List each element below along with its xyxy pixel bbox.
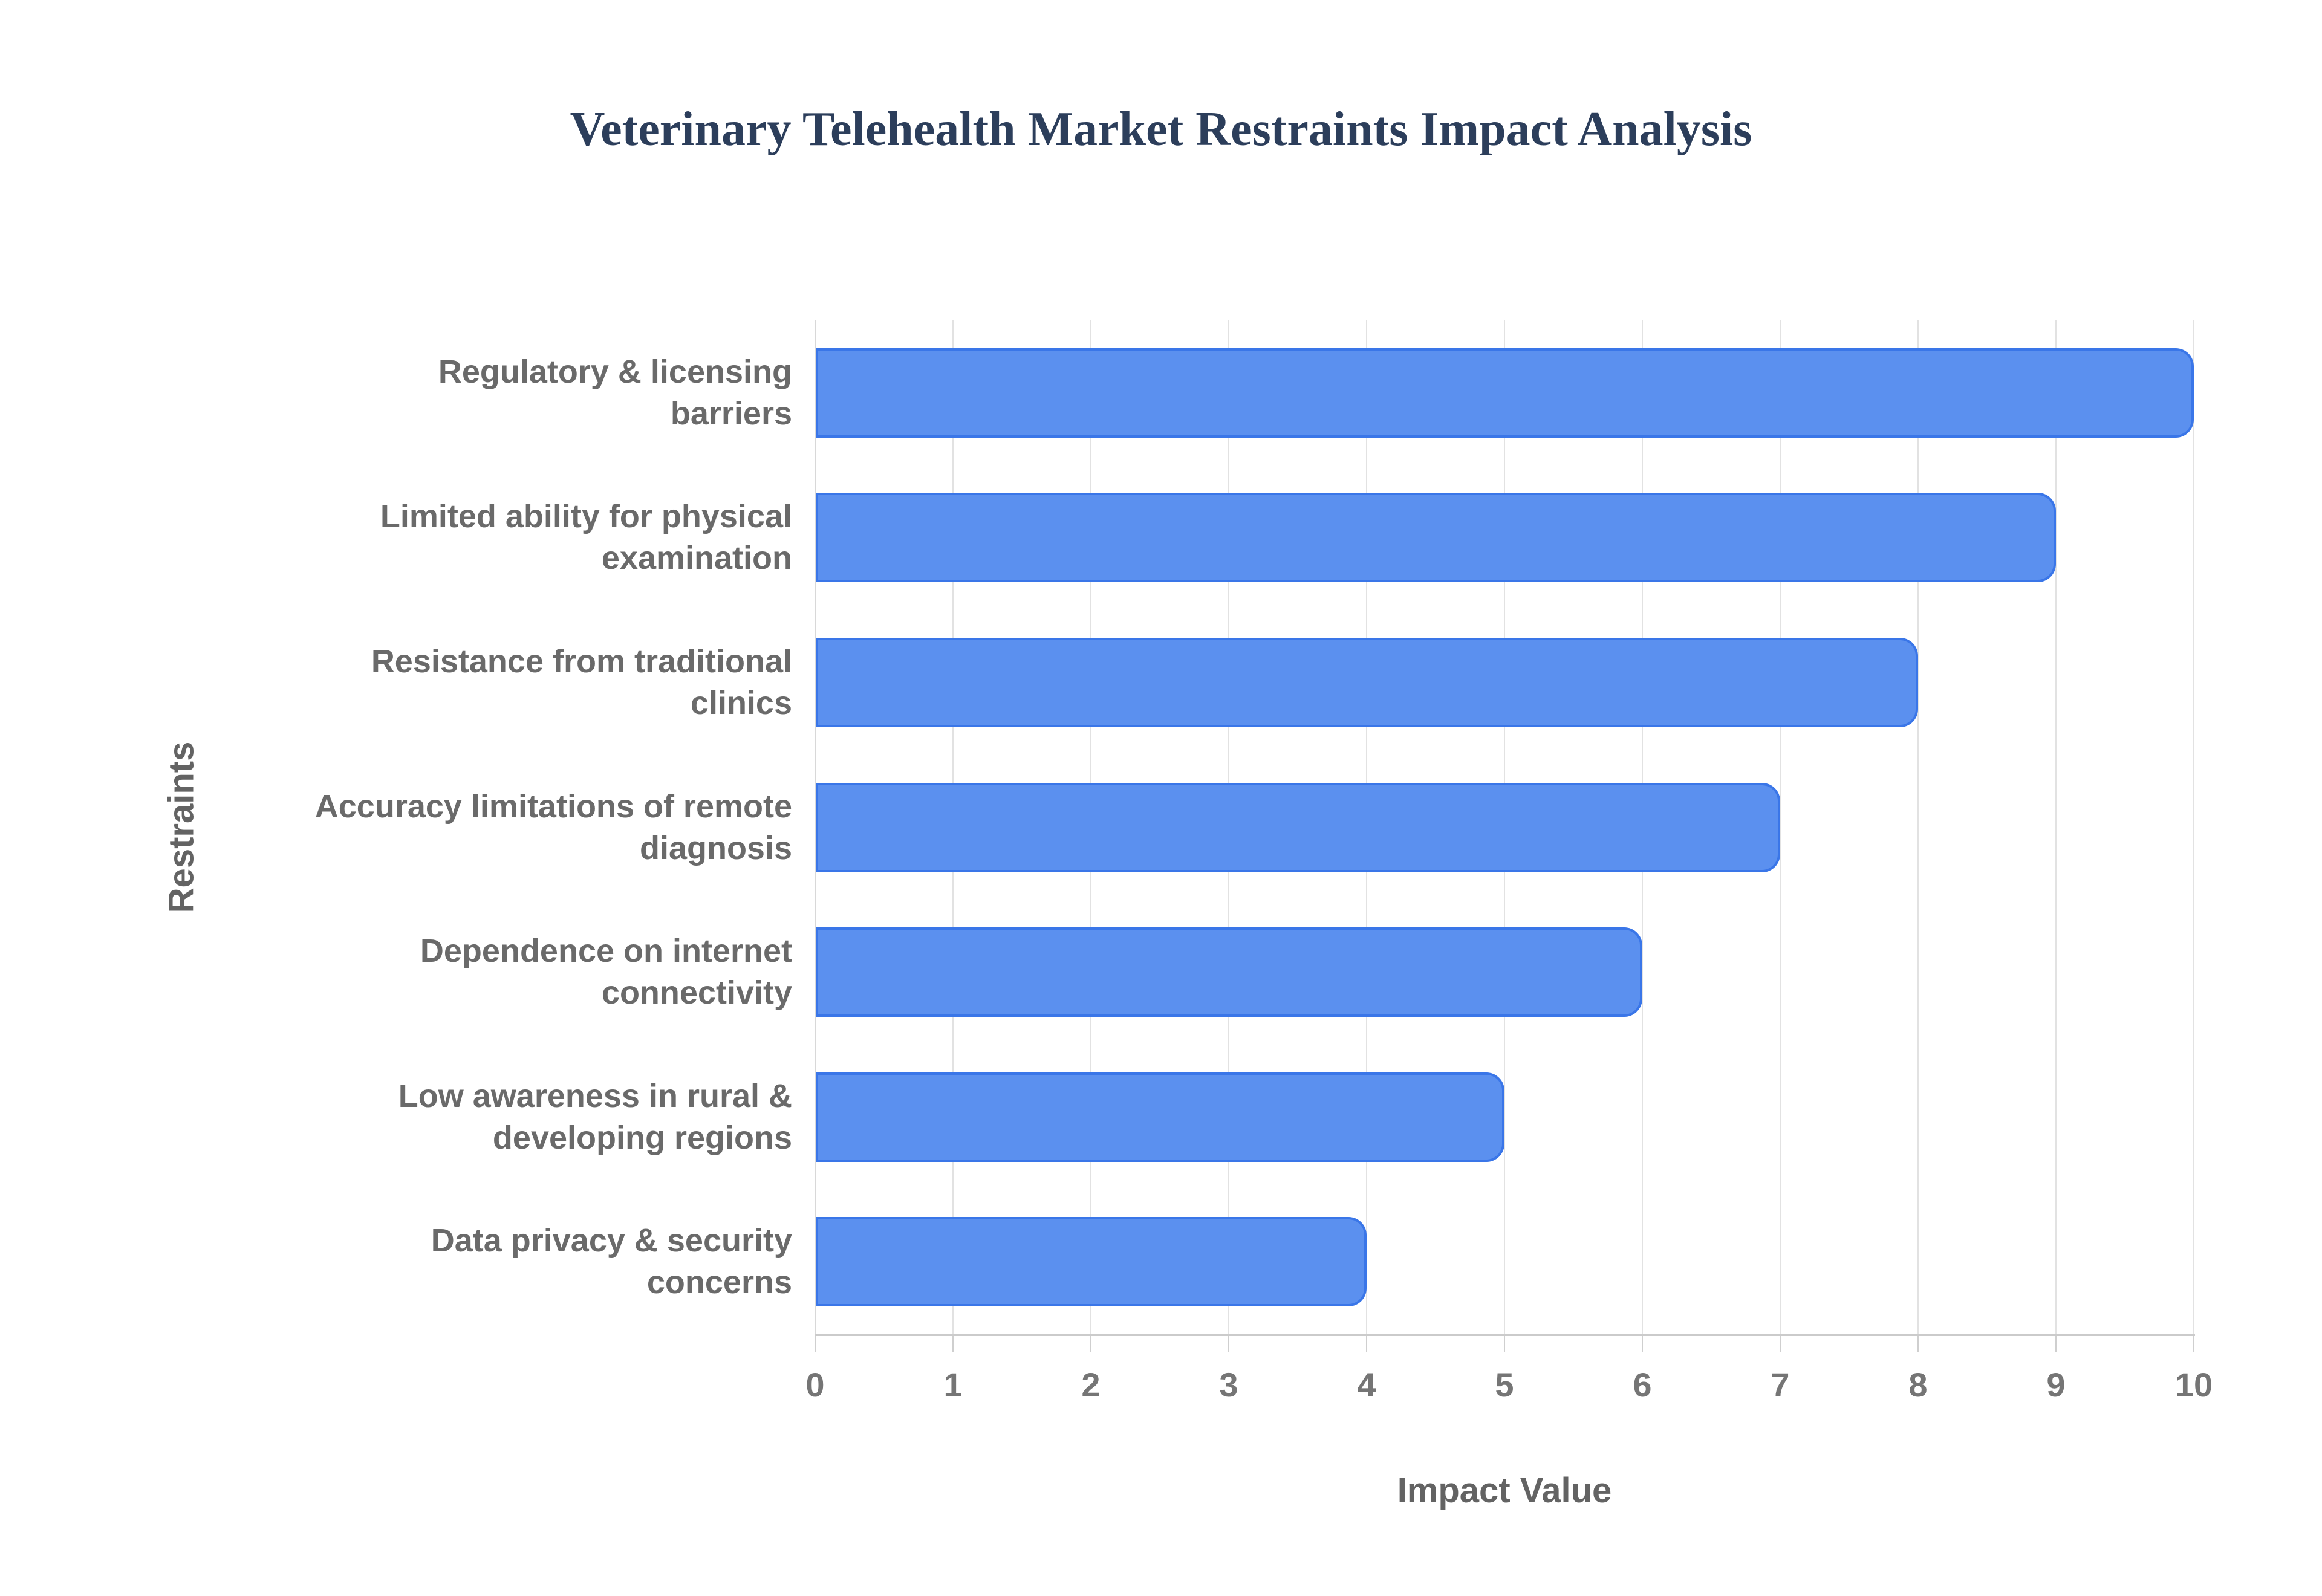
y-category-label: Data privacy & security concerns [431,1222,792,1301]
bar-3[interactable] [815,782,1780,872]
x-axis-title: Impact Value [1397,1471,1612,1510]
bar-6[interactable] [815,1217,1367,1307]
y-axis-line [815,320,816,1334]
bar-5[interactable] [815,1072,1504,1162]
y-category-label: Resistance from traditional clinics [371,643,792,721]
x-tick-label: 2 [1081,1366,1101,1404]
bar-2[interactable] [815,637,1918,727]
x-tick-label: 4 [1357,1366,1376,1404]
x-tick-label: 0 [805,1366,825,1404]
bar-1[interactable] [815,493,2056,583]
x-tick-label: 1 [943,1366,963,1404]
x-tick-mark [1504,1336,1505,1352]
y-category-label: Dependence on internet connectivity [420,932,792,1011]
x-tick-label: 7 [1771,1366,1790,1404]
gridline [2055,320,2057,1334]
x-tick-label: 10 [2174,1366,2213,1404]
x-tick-mark [952,1336,954,1352]
y-category-label: Regulatory & licensing barriers [438,353,792,432]
x-tick-label: 3 [1219,1366,1238,1404]
x-tick-label: 8 [1908,1366,1928,1404]
plot-area [815,320,2194,1334]
x-tick-mark [1090,1336,1091,1352]
x-tick-label: 5 [1495,1366,1514,1404]
x-axis-line [815,1334,2195,1336]
gridline [1780,320,1781,1334]
chart-title: Veterinary Telehealth Market Restraints … [570,103,1752,156]
y-category-label: Accuracy limitations of remote diagnosis [314,788,792,866]
x-tick-label: 9 [2046,1366,2066,1404]
bar-0[interactable] [815,348,2194,438]
x-tick-mark [1917,1336,1919,1352]
y-category-label: Low awareness in rural & developing regi… [398,1077,792,1156]
x-tick-mark [815,1336,816,1352]
x-tick-mark [1228,1336,1229,1352]
x-tick-mark [1366,1336,1367,1352]
x-tick-mark [2193,1336,2194,1352]
x-tick-label: 6 [1633,1366,1652,1404]
gridline [2193,320,2194,1334]
y-category-label: Limited ability for physical examination [380,498,792,577]
x-tick-mark [2055,1336,2057,1352]
gridline [1917,320,1919,1334]
bar-4[interactable] [815,927,1642,1017]
x-tick-mark [1780,1336,1781,1352]
x-tick-mark [1642,1336,1643,1352]
